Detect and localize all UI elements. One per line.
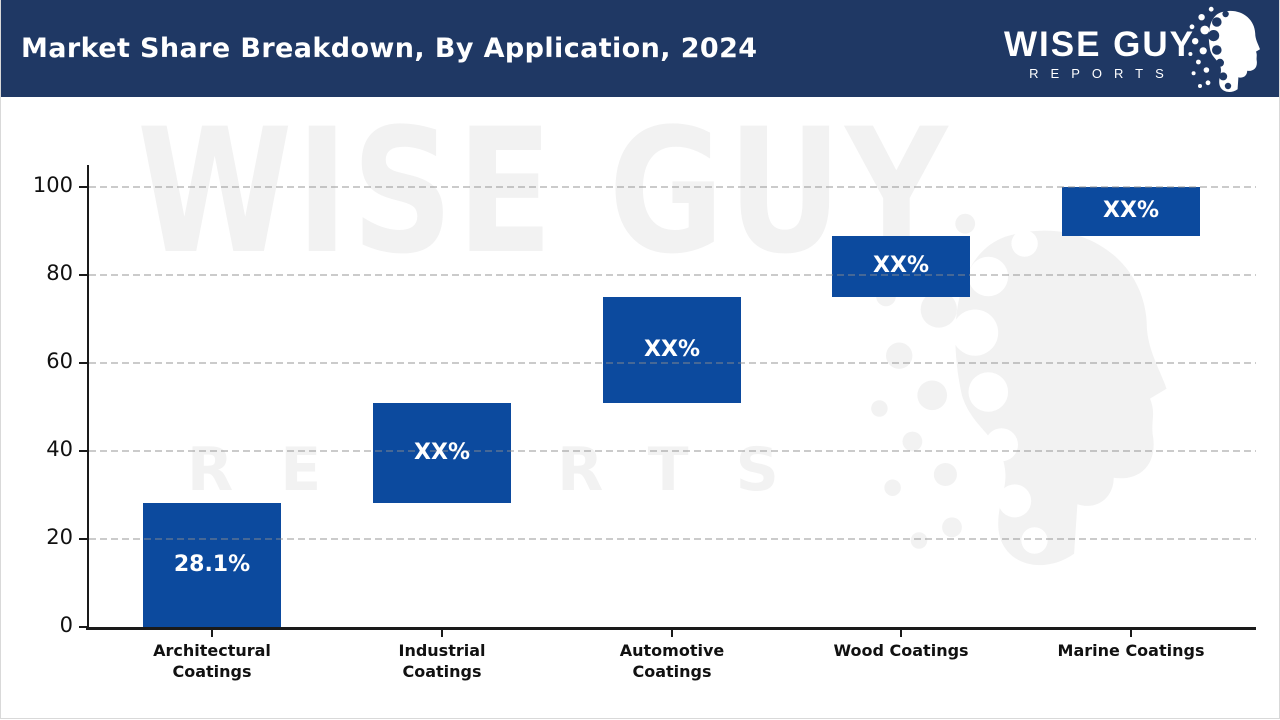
- gridline-20: [89, 538, 1256, 540]
- y-axis-line: [86, 165, 89, 629]
- x-category-label-architectural-coatings: Architectural Coatings: [153, 641, 271, 681]
- x-tick-mark-wood-coatings: [899, 630, 903, 637]
- bar-value-label-wood-coatings: XX%: [873, 253, 929, 279]
- bar-industrial-coatings: [373, 402, 511, 504]
- gridline-40: [89, 450, 1256, 452]
- bar-automotive-coatings: [603, 297, 741, 403]
- y-tick-mark-0: [79, 625, 88, 629]
- y-tick-mark-60: [79, 361, 88, 365]
- bar-marine-coatings: [1062, 187, 1200, 236]
- y-tick-label-0: 0: [59, 613, 73, 637]
- y-tick-label-40: 40: [46, 437, 73, 461]
- x-tick-mark-industrial-coatings: [440, 630, 444, 637]
- logo-wordmark: WISE GUY: [1003, 25, 1195, 64]
- y-tick-label-60: 60: [46, 349, 73, 373]
- y-tick-mark-40: [79, 449, 88, 453]
- wise-guy-reports-logo: WISE GUY REPORTS: [1004, 6, 1267, 94]
- x-category-label-industrial-coatings: Industrial Coatings: [398, 641, 486, 681]
- x-category-label-wood-coatings: Wood Coatings: [833, 641, 969, 660]
- page-title: Market Share Breakdown, By Application, …: [21, 33, 758, 64]
- x-tick-mark-automotive-coatings: [670, 630, 674, 637]
- y-tick-label-80: 80: [46, 261, 73, 285]
- y-tick-mark-80: [79, 273, 88, 277]
- logo-text: WISE GUY REPORTS: [1004, 25, 1195, 81]
- x-tick-mark-architectural-coatings: [210, 630, 214, 637]
- dotted-face-profile-icon: [1188, 6, 1260, 92]
- market-share-chart: WISE GUY REPORTS 28.1%XX%XX%XX%XX%020406…: [1, 91, 1279, 718]
- y-tick-label-100: 100: [32, 173, 73, 197]
- x-category-label-marine-coatings: Marine Coatings: [1057, 641, 1205, 660]
- gridline-100: [89, 186, 1256, 188]
- logo-subtitle: REPORTS: [1029, 66, 1176, 81]
- bar-architectural-coatings: [143, 503, 281, 627]
- watermark-wordmark: WISE GUY: [137, 91, 951, 292]
- bar-value-label-architectural-coatings: 28.1%: [173, 552, 251, 578]
- header-bar: Market Share Breakdown, By Application, …: [1, 0, 1279, 97]
- bar-value-label-industrial-coatings: XX%: [414, 439, 470, 465]
- y-tick-label-20: 20: [46, 525, 73, 549]
- bar-wood-coatings: [832, 235, 970, 297]
- x-category-label-automotive-coatings: Automotive Coatings: [619, 641, 725, 681]
- y-tick-mark-100: [79, 185, 88, 189]
- gridline-80: [89, 274, 1256, 276]
- bar-value-label-automotive-coatings: XX%: [644, 336, 700, 362]
- y-tick-mark-20: [79, 537, 88, 541]
- bar-value-label-marine-coatings: XX%: [1103, 198, 1159, 224]
- x-axis-line: [86, 627, 1256, 630]
- x-tick-mark-marine-coatings: [1129, 630, 1133, 637]
- gridline-60: [89, 362, 1256, 364]
